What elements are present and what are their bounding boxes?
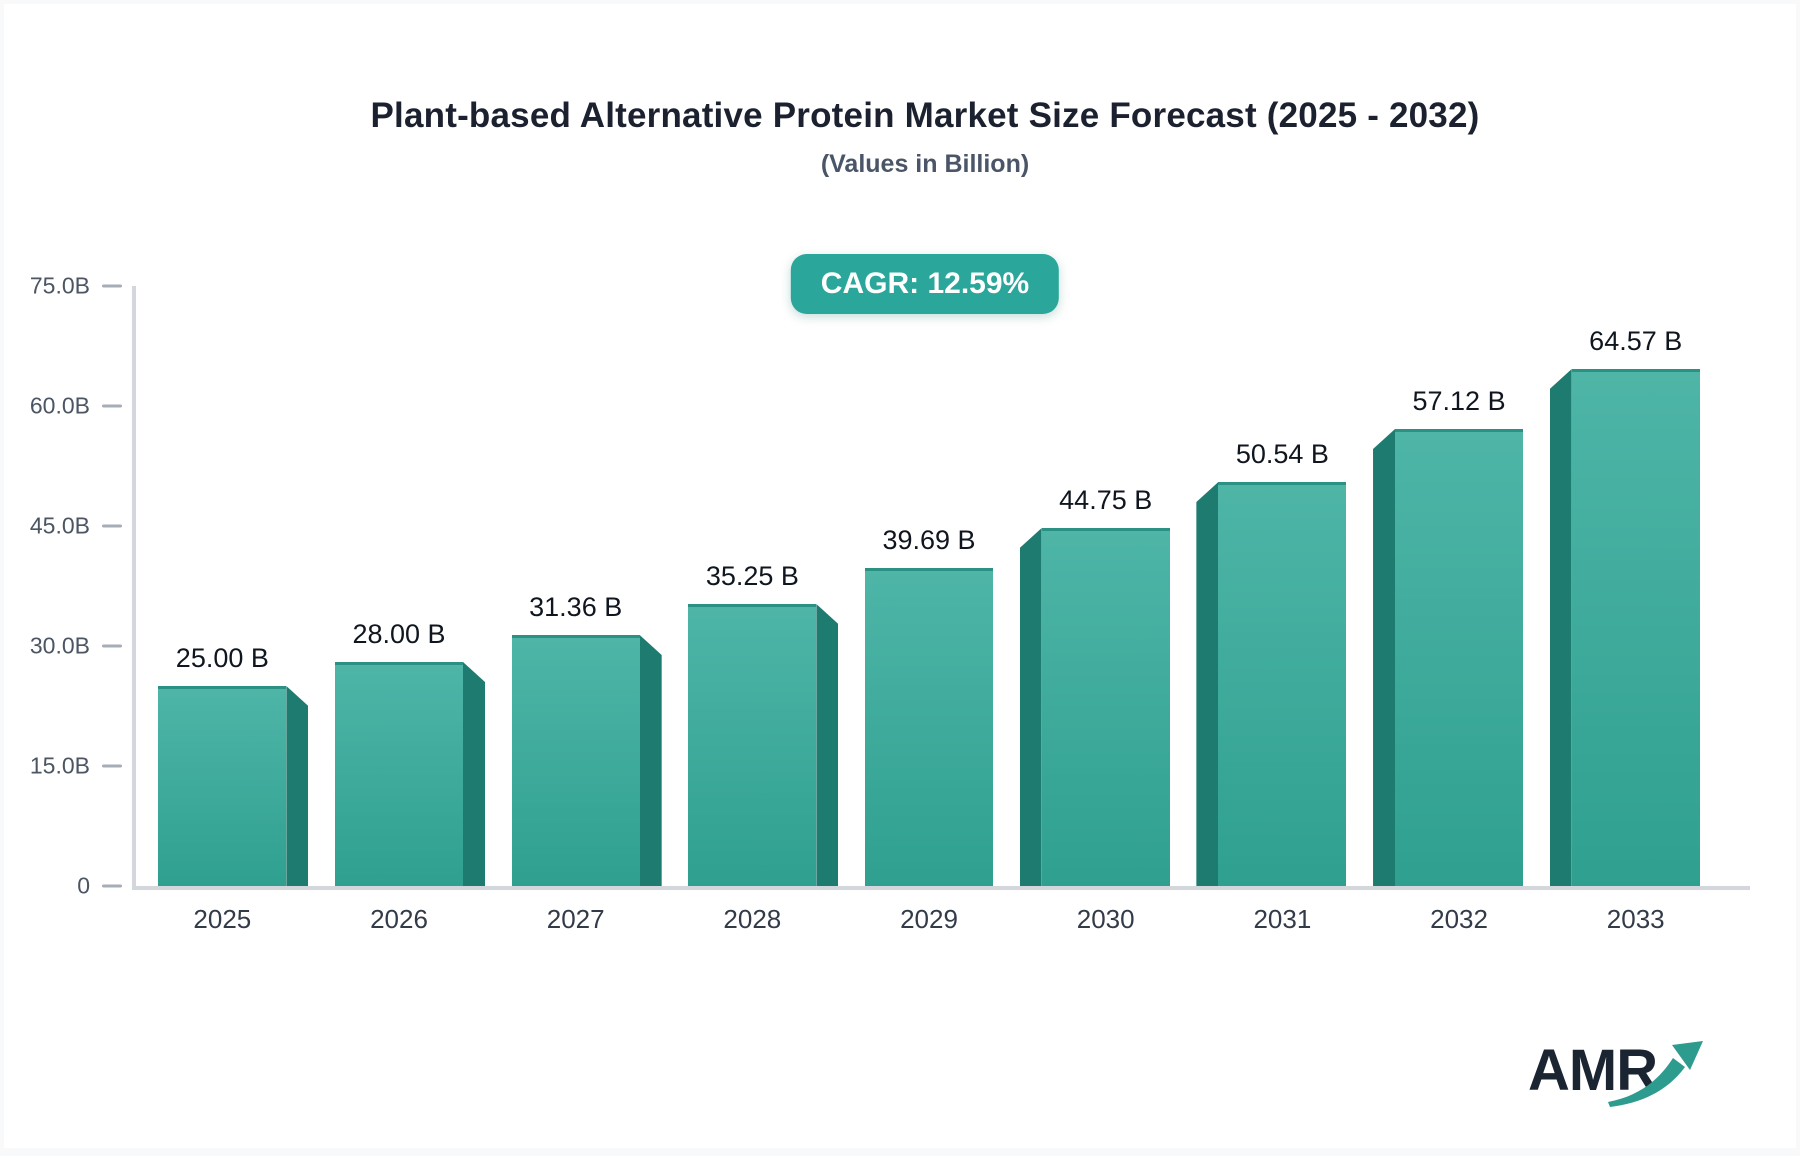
x-year-label-2030: 2030 (1076, 904, 1135, 934)
x-year-label-2026: 2026 (370, 904, 428, 934)
bar-value-label: 50.54 B (1235, 439, 1329, 469)
y-tick-label: 0 (77, 872, 90, 899)
y-tick-dash (102, 644, 122, 648)
bar-value-label: 44.75 B (1059, 485, 1153, 515)
y-tick: 60.0B (4, 393, 122, 420)
bar-value-label: 31.36 B (529, 592, 623, 622)
bar-value-label: 25.00 B (175, 643, 269, 673)
y-tick-label: 60.0B (29, 392, 90, 419)
bar-value-label: 39.69 B (882, 525, 976, 555)
bar-2030 (1019, 528, 1170, 886)
x-year-label-2027: 2027 (546, 904, 605, 934)
amr-logo-text: AMR (1528, 1038, 1657, 1103)
x-year-label-2031: 2031 (1253, 904, 1312, 934)
bar-2029 (865, 568, 994, 886)
y-tick-dash (102, 284, 122, 288)
y-tick: 45.0B (4, 513, 122, 540)
bar-side-shade (1019, 528, 1042, 886)
y-tick: 75.0B (4, 273, 122, 300)
y-tick: 0 (4, 873, 122, 900)
bar-2028 (688, 604, 839, 886)
amr-logo: AMR (1526, 1032, 1726, 1118)
bar-slot-2028: 35.25 B (664, 286, 841, 886)
bar-2031 (1196, 482, 1347, 886)
bar-side-shade (1549, 369, 1572, 886)
bar-slot-2026: 28.00 B (311, 286, 488, 886)
bar-slot-2029: 39.69 B (841, 286, 1018, 886)
bar-slot-2030: 44.75 B (1017, 286, 1194, 886)
plot-area: 0 15.0B 30.0B 45.0B 60.0B 75.0B 25.00 B … (30, 273, 1750, 934)
x-year-label-2033: 2033 (1606, 904, 1665, 934)
x-axis-labels: 2025 2026 2027 2028 2029 2030 2031 2032 … (134, 904, 1724, 935)
y-tick-dash (102, 764, 122, 768)
y-tick-dash (102, 884, 122, 888)
bar-side-shade (1196, 482, 1219, 886)
bar-2032 (1373, 429, 1524, 886)
y-tick-label: 30.0B (29, 632, 90, 659)
amr-logo-arrow-icon (1608, 1041, 1703, 1107)
bar-2026 (335, 662, 485, 886)
bar-value-label: 28.00 B (352, 619, 446, 649)
bar-value-label: 57.12 B (1412, 386, 1506, 416)
bar-slot-2031: 50.54 B (1194, 286, 1371, 886)
chart-subtitle: (Values in Billion) (820, 150, 1030, 178)
bar-2027 (511, 635, 662, 886)
bar-side-shade (286, 686, 309, 886)
amr-logo-graphic: AMR (1528, 1038, 1703, 1107)
cagr-badge: CAGR: 12.59% (790, 254, 1060, 314)
y-tick-dash (102, 404, 122, 408)
bar-slot-2027: 31.36 B (487, 286, 664, 886)
bar-slot-2025: 25.00 B (134, 286, 311, 886)
chart-card: Plant-based Alternative Protein Market S… (4, 4, 1796, 1148)
y-tick-label: 45.0B (29, 512, 90, 539)
y-axis-line (132, 286, 136, 890)
y-tick-dash (102, 524, 122, 528)
chart-title: Plant-based Alternative Protein Market S… (370, 96, 1480, 135)
bar-side-shade (463, 662, 485, 886)
x-year-label-2032: 2032 (1430, 904, 1488, 934)
x-year-label-2029: 2029 (900, 904, 958, 934)
bar-value-label: 35.25 B (705, 561, 799, 591)
x-axis-line (132, 886, 1750, 890)
x-year-label-2028: 2028 (723, 904, 782, 934)
bar-2025 (158, 686, 309, 886)
bar-slot-2032: 57.12 B (1371, 286, 1548, 886)
y-tick: 15.0B (4, 753, 122, 780)
bars-row: 25.00 B 28.00 B 31.36 B 35.25 B 39.69 B … (134, 286, 1724, 886)
x-year-label-2025: 2025 (193, 904, 252, 934)
y-tick-label: 75.0B (29, 272, 90, 299)
bar-side-shade (816, 604, 839, 886)
y-tick-label: 15.0B (29, 752, 90, 779)
bar-side-shade (1373, 429, 1396, 886)
bar-slot-2033: 64.57 B (1547, 286, 1724, 886)
bar-2033 (1549, 369, 1700, 886)
bar-value-label: 64.57 B (1589, 326, 1683, 356)
y-tick: 30.0B (4, 633, 122, 660)
bar-side-shade (639, 635, 662, 886)
